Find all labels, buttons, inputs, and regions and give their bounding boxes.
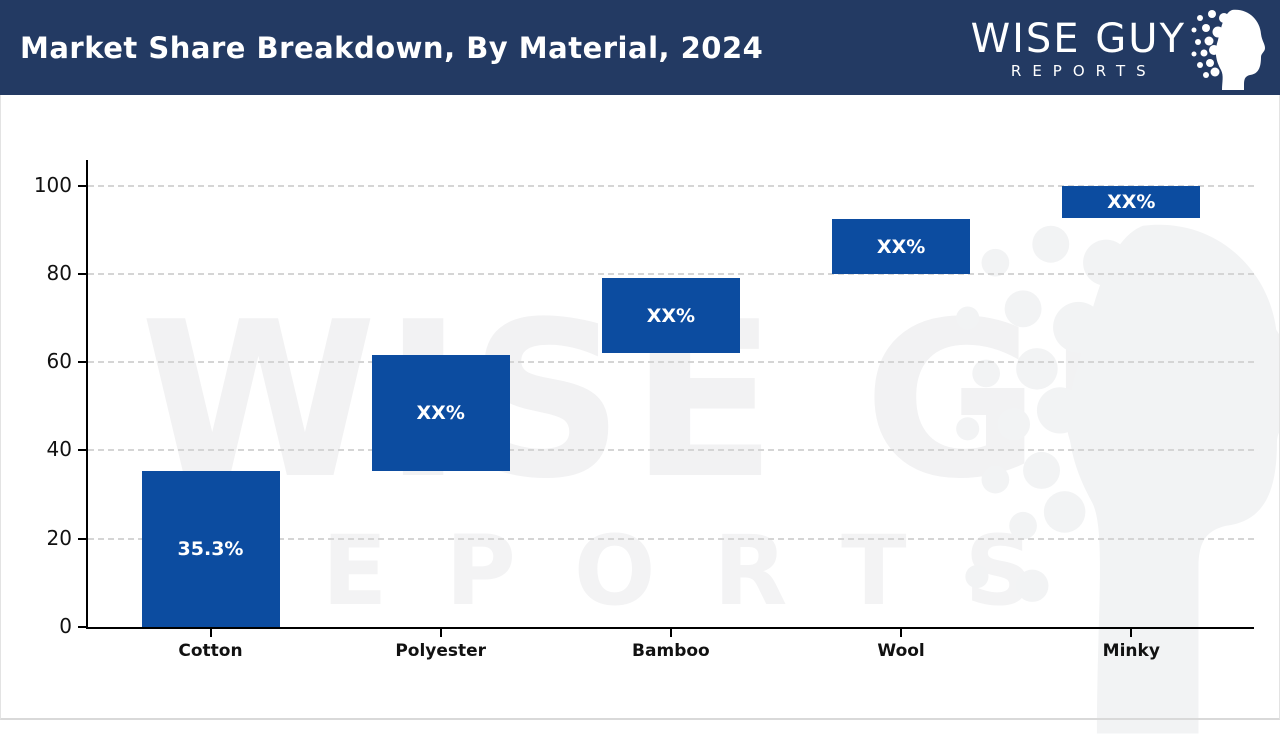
bar-value-label: 35.3% xyxy=(177,538,244,561)
bar-value-label: XX% xyxy=(876,235,926,258)
y-tick-20 xyxy=(78,537,86,540)
y-tick-label-20: 20 xyxy=(46,525,72,550)
bar-value-label: XX% xyxy=(646,304,696,327)
x-axis-line xyxy=(86,627,1254,629)
bar-value-label: XX% xyxy=(416,402,465,425)
logo-wordmark: WISE GUY REPORTS xyxy=(971,17,1186,81)
logo-wordmark-line2: REPORTS xyxy=(1010,62,1157,80)
gridline-y20 xyxy=(88,537,1254,540)
y-tick-0 xyxy=(78,626,86,628)
y-tick-label-100: 100 xyxy=(33,172,72,197)
y-tick-label-0: 0 xyxy=(59,614,72,638)
x-tick-polyester xyxy=(439,629,442,637)
bar-value-label: XX% xyxy=(1107,190,1156,213)
x-tick-cotton xyxy=(209,629,212,637)
x-label-polyester: Polyester xyxy=(395,641,487,661)
bar-bamboo: XX% xyxy=(601,278,740,354)
page-title: Market Share Breakdown, By Material, 202… xyxy=(20,30,764,65)
bar-cotton: 35.3% xyxy=(141,471,280,627)
watermark-head-icon xyxy=(956,224,1280,734)
bar-wool: XX% xyxy=(832,219,971,274)
y-tick-60 xyxy=(78,361,86,364)
logo-wordmark-line1: WISE GUY xyxy=(970,16,1186,62)
chart-area: WISE GUY REPORTS 35.3% Cotton XX% Polyester… xyxy=(0,95,1280,734)
x-tick-wool xyxy=(900,629,903,637)
y-tick-100 xyxy=(78,184,86,187)
y-axis-line xyxy=(86,160,88,629)
bar-minky: XX% xyxy=(1062,185,1201,218)
waterfall-chart: 35.3% Cotton XX% Polyester XX% Bamboo XX% Wool X… xyxy=(0,95,1280,720)
gridline-y80 xyxy=(88,272,1254,275)
y-tick-40 xyxy=(78,449,86,452)
watermark-subtext: REPORTS xyxy=(190,515,1092,627)
y-tick-label-80: 80 xyxy=(46,260,72,285)
header-bar: Market Share Breakdown, By Material, 202… xyxy=(0,0,1280,95)
y-tick-label-40: 40 xyxy=(46,437,72,462)
wise-guy-logo: WISE GUY REPORTS xyxy=(971,8,1266,90)
x-label-cotton: Cotton xyxy=(178,641,243,661)
bar-polyester: XX% xyxy=(371,355,510,472)
x-tick-bamboo xyxy=(669,629,672,637)
x-label-wool: Wool xyxy=(877,641,925,661)
gridline-y40 xyxy=(88,449,1254,452)
x-label-minky: Minky xyxy=(1102,641,1160,661)
gridline-y60 xyxy=(88,361,1254,364)
x-tick-minky xyxy=(1130,629,1133,637)
x-label-bamboo: Bamboo xyxy=(632,641,710,661)
y-tick-label-60: 60 xyxy=(46,349,72,374)
logo-head-icon xyxy=(1191,9,1265,90)
gridline-y100 xyxy=(88,184,1254,187)
y-tick-80 xyxy=(78,272,86,275)
